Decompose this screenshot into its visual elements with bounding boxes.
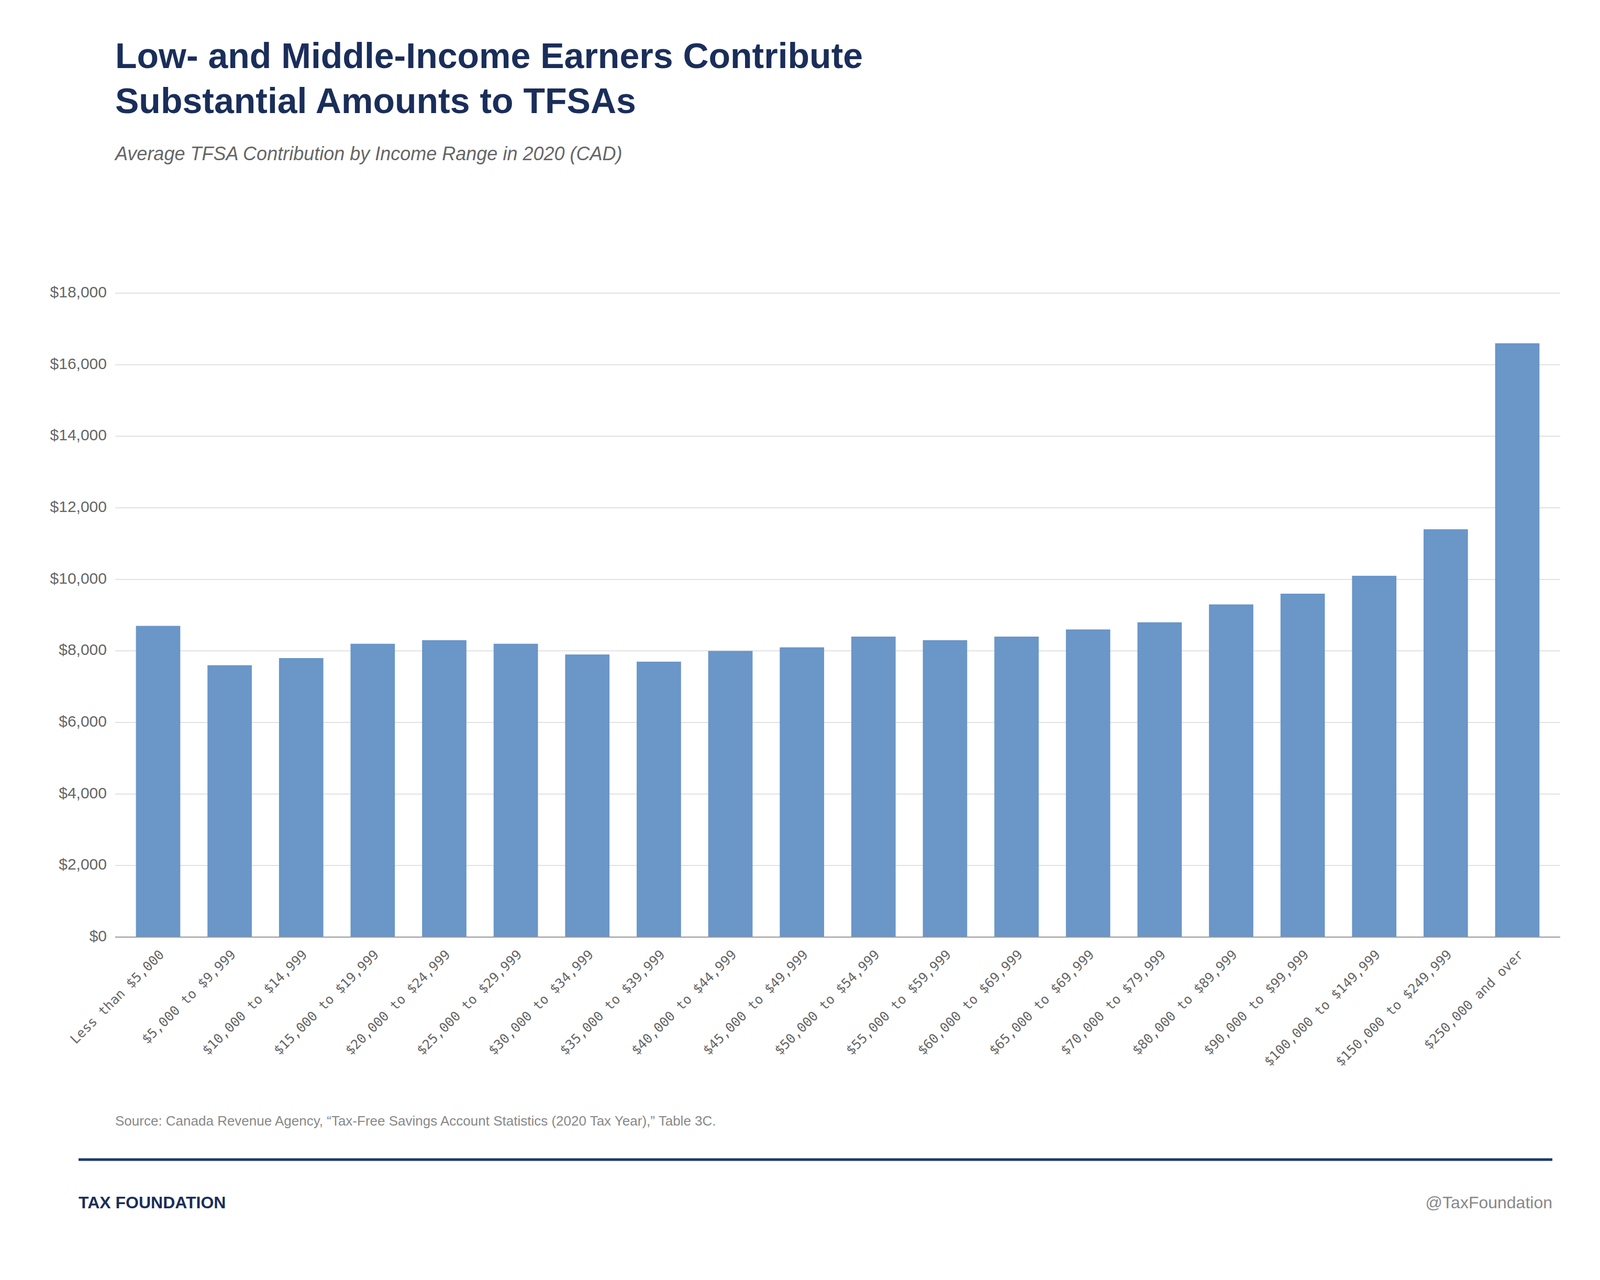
y-tick-label: $14,000 bbox=[50, 426, 107, 444]
title-line: Substantial Amounts to TFSAs bbox=[115, 80, 637, 121]
bar bbox=[636, 661, 682, 938]
grid-line bbox=[115, 292, 1561, 294]
bar bbox=[779, 647, 825, 938]
grid-line bbox=[115, 721, 1561, 724]
bar bbox=[923, 640, 968, 938]
grid-line bbox=[115, 865, 1561, 867]
bar bbox=[994, 636, 1039, 938]
bar bbox=[708, 650, 753, 938]
background bbox=[0, 0, 1600, 1280]
bar bbox=[279, 658, 324, 938]
y-tick-label: $10,000 bbox=[50, 569, 107, 587]
bar bbox=[564, 654, 610, 938]
footer-line bbox=[78, 1158, 1553, 1162]
bars bbox=[136, 343, 1540, 938]
bar bbox=[421, 640, 467, 938]
y-tick-label: $16,000 bbox=[50, 354, 107, 373]
y-tick-label: $2,000 bbox=[58, 855, 107, 873]
grid-line bbox=[115, 507, 1561, 509]
y-tick-label: $12,000 bbox=[50, 497, 107, 516]
bar bbox=[1137, 622, 1182, 938]
x-axis-line bbox=[115, 936, 1561, 938]
x-tick-label: $100,000 to $149,999 bbox=[1261, 947, 1384, 1070]
x-tick-label: $150,000 to $249,999 bbox=[1332, 947, 1455, 1070]
bar bbox=[1280, 593, 1326, 938]
source: Source: Canada Revenue Agency, “Tax-Free… bbox=[115, 1113, 717, 1129]
grid-line bbox=[115, 436, 1561, 438]
bar bbox=[851, 636, 896, 938]
x-axis: Less than $5,000$5,000 to $9,999$10,000 … bbox=[67, 947, 1527, 1070]
bar bbox=[1423, 529, 1469, 938]
title-line: Low- and Middle-Income Earners Contribut… bbox=[115, 35, 863, 76]
bar bbox=[1065, 629, 1111, 938]
footer-left: TAX FOUNDATION bbox=[78, 1193, 226, 1213]
y-tick-label: $6,000 bbox=[58, 712, 107, 730]
grid-line bbox=[115, 650, 1561, 652]
title: Low- and Middle-Income Earners Contribut… bbox=[115, 35, 863, 121]
bar bbox=[350, 643, 396, 938]
y-tick-label: $8,000 bbox=[58, 640, 107, 659]
bar bbox=[136, 626, 181, 938]
bar bbox=[1495, 343, 1540, 938]
footer-right: @TaxFoundation bbox=[1425, 1193, 1553, 1213]
grid-line bbox=[115, 364, 1561, 366]
subtitle: Average TFSA Contribution by Income Rang… bbox=[114, 142, 622, 165]
bar bbox=[207, 665, 252, 938]
grid-line bbox=[115, 579, 1561, 581]
bar bbox=[493, 643, 539, 938]
y-tick-label: $0 bbox=[89, 927, 107, 945]
y-axis: $0 $2,000 $4,000 $6,000 $8,000 $10,000 $12,000… bbox=[50, 283, 107, 945]
chart: Low- and Middle-Income Earners Contribut… bbox=[0, 0, 1600, 1280]
y-tick-label: $18,000 bbox=[50, 283, 107, 301]
x-tick-label: $250,000 and over bbox=[1420, 947, 1527, 1053]
grid-line bbox=[115, 936, 1561, 938]
y-tick-label: $4,000 bbox=[58, 784, 107, 802]
grid bbox=[115, 293, 1561, 938]
bar bbox=[1351, 575, 1397, 938]
bar bbox=[1208, 604, 1254, 938]
grid-line bbox=[115, 793, 1561, 795]
